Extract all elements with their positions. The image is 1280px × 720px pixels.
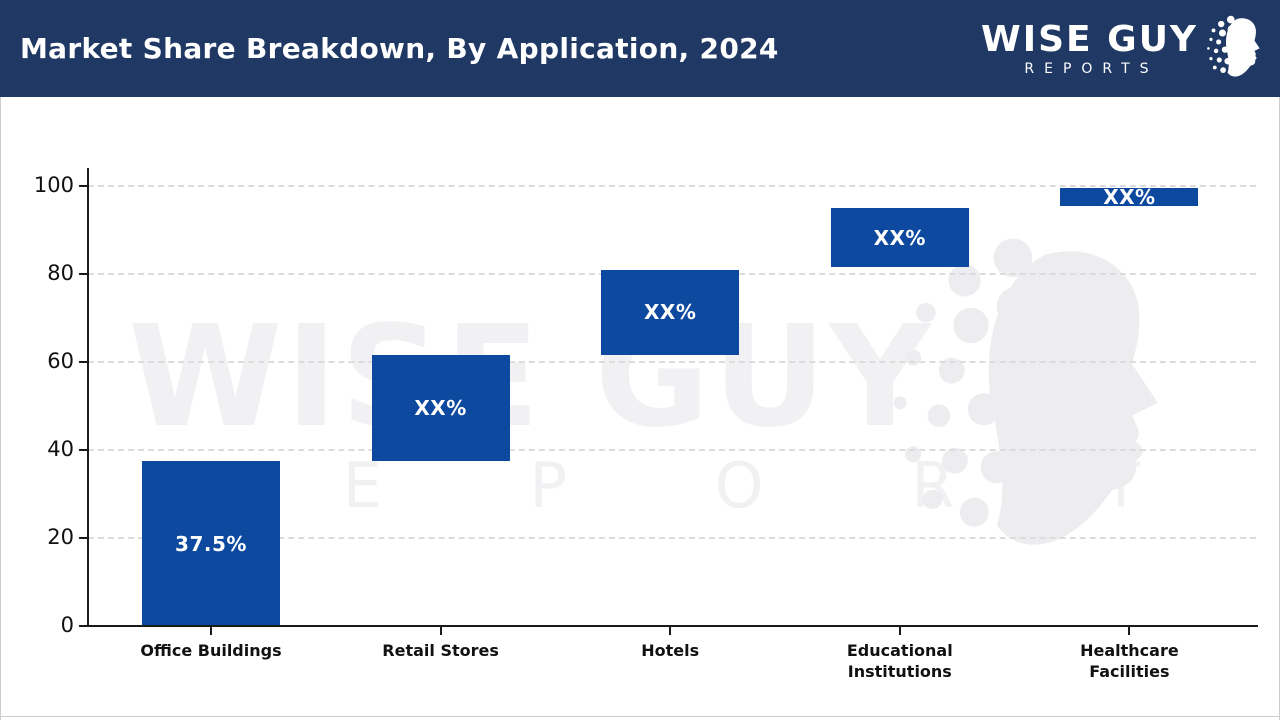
wise-guy-logo: WISE GUY REPORTS xyxy=(981,13,1266,85)
y-tick-label-60: 60 xyxy=(47,349,74,373)
x-axis-label-line: Hotels xyxy=(641,641,700,660)
x-axis-label-line: Educational xyxy=(846,641,953,660)
x-axis-label-line: Institutions xyxy=(847,662,952,681)
x-tick-mark-office-buildings xyxy=(210,626,212,635)
face-profile-icon xyxy=(1207,15,1260,77)
x-tick-mark-educational-institutions xyxy=(898,626,901,635)
x-axis-label-healthcare-facilities: Healthcare Facilities xyxy=(1009,640,1249,682)
y-axis-spine xyxy=(87,168,89,627)
y-tick-label-0: 0 xyxy=(60,613,74,637)
gridline-60 xyxy=(88,361,1256,363)
y-tick-mark-80 xyxy=(79,273,87,275)
bar-office-buildings: 37.5% xyxy=(142,461,280,626)
y-tick-label-40: 40 xyxy=(47,437,74,461)
logo-name: WISE GUY xyxy=(980,18,1198,60)
bar-value-label: XX% xyxy=(643,300,697,325)
y-tick-mark-40 xyxy=(79,449,87,451)
x-tick-mark-retail-stores xyxy=(439,626,442,635)
y-tick-mark-20 xyxy=(79,537,87,539)
bar-value-label: XX% xyxy=(873,225,926,250)
x-axis-label-retail-stores: Retail Stores xyxy=(321,640,561,661)
y-tick-label-20: 20 xyxy=(47,525,74,549)
x-axis-label-hotels: Hotels xyxy=(550,640,790,661)
x-axis-label-educational-institutions: Educational Institutions xyxy=(780,640,1020,682)
gridline-40 xyxy=(88,449,1256,451)
bar-healthcare-facilities: XX% xyxy=(1060,184,1199,209)
logo-subtitle: REPORTS xyxy=(1024,60,1159,77)
bar-value-label: XX% xyxy=(414,396,467,421)
gridline-20 xyxy=(88,537,1256,539)
x-axis-label-line: Office Buildings xyxy=(140,641,282,660)
header: Market Share Breakdown, By Application, … xyxy=(0,0,1280,97)
x-tick-mark-hotels xyxy=(669,626,672,635)
y-tick-mark-0 xyxy=(79,625,87,627)
x-axis-label-line: Facilities xyxy=(1089,662,1170,681)
bar-hotels: XX% xyxy=(601,269,740,356)
page-title: Market Share Breakdown, By Application, … xyxy=(20,32,779,65)
y-tick-label-100: 100 xyxy=(33,173,74,197)
logo-text: WISE GUY REPORTS xyxy=(980,18,1198,77)
x-axis-label-line: Retail Stores xyxy=(382,641,499,660)
bar-value-label: XX% xyxy=(1103,184,1156,209)
left-border xyxy=(0,97,1,720)
y-tick-mark-100 xyxy=(79,185,87,187)
y-tick-mark-60 xyxy=(79,361,87,363)
watermark-name: WISE GUY xyxy=(128,296,934,459)
bar-retail-stores: XX% xyxy=(371,355,510,461)
gridline-100 xyxy=(88,185,1256,187)
x-tick-mark-healthcare-facilities xyxy=(1128,626,1131,635)
bar-value-label: 37.5% xyxy=(175,531,247,556)
bottom-border xyxy=(0,716,1280,717)
x-axis-spine xyxy=(87,625,1258,627)
x-axis-label-line: Healthcare xyxy=(1080,641,1179,660)
y-tick-label-80: 80 xyxy=(47,261,74,285)
x-axis-label-office-buildings: Office Buildings xyxy=(91,640,331,661)
bar-educational-institutions: XX% xyxy=(830,208,969,268)
